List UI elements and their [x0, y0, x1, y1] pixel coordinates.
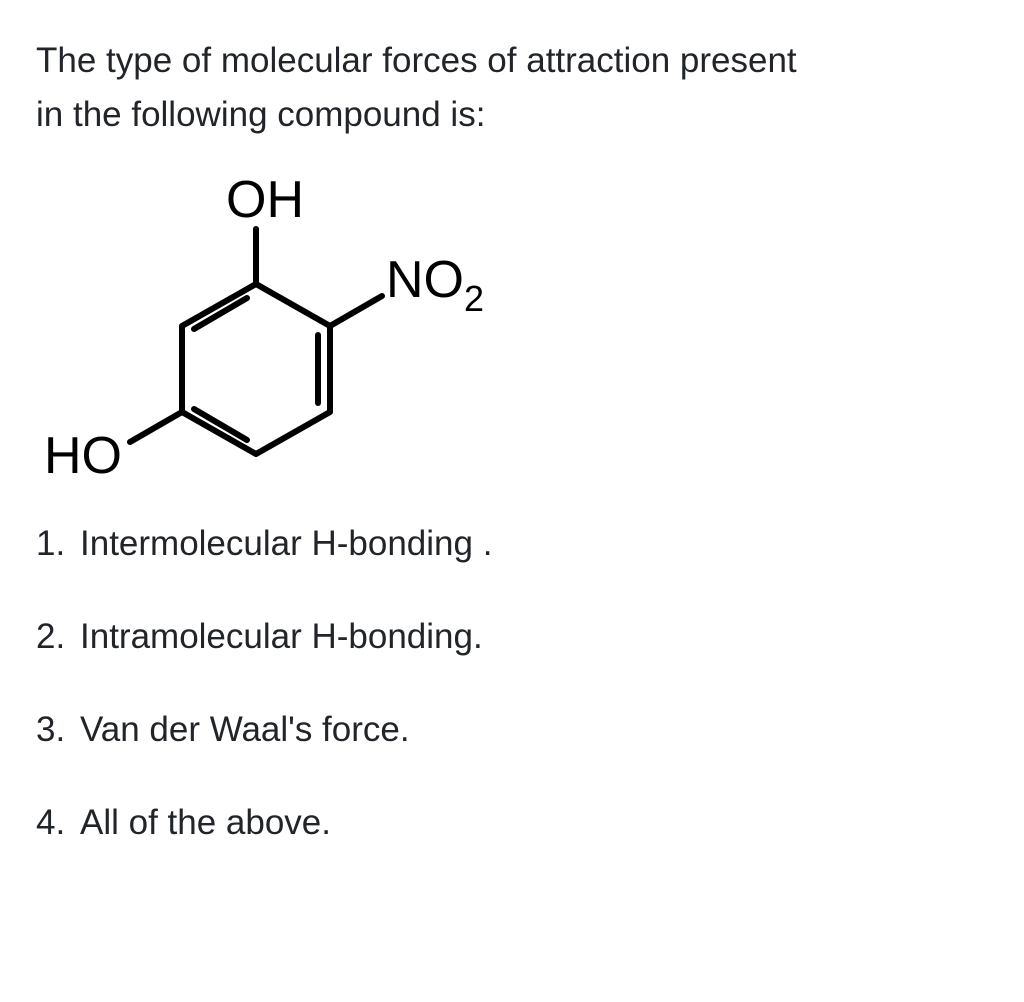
option-text: Intermolecular H-bonding . — [80, 519, 492, 568]
option-2[interactable]: 2. Intramolecular H-bonding. — [36, 612, 988, 661]
bond-ho — [130, 412, 182, 442]
structure-svg: OH NO2 HO — [36, 169, 536, 499]
option-number: 2. — [36, 612, 80, 661]
option-text: Intramolecular H-bonding. — [80, 612, 483, 661]
option-1[interactable]: 1. Intermolecular H-bonding . — [36, 519, 988, 568]
option-number: 1. — [36, 519, 80, 568]
option-text: All of the above. — [80, 798, 331, 847]
question-line1: The type of molecular forces of attracti… — [36, 41, 797, 80]
label-oh: OH — [226, 171, 304, 229]
label-no2: NO2 — [386, 251, 484, 319]
benzene-ring — [182, 284, 330, 454]
option-number: 3. — [36, 705, 80, 754]
page: The type of molecular forces of attracti… — [0, 0, 1024, 847]
options-list: 1. Intermolecular H-bonding . 2. Intramo… — [36, 519, 988, 847]
question-line2: in the following compound is: — [36, 95, 485, 134]
option-4[interactable]: 4. All of the above. — [36, 798, 988, 847]
label-no2-text: NO — [386, 251, 464, 309]
bond-no2 — [330, 296, 382, 326]
label-no2-sub: 2 — [464, 278, 484, 319]
chemical-structure: OH NO2 HO — [36, 169, 536, 499]
option-3[interactable]: 3. Van der Waal's force. — [36, 705, 988, 754]
option-number: 4. — [36, 798, 80, 847]
option-text: Van der Waal's force. — [80, 705, 410, 754]
question-text: The type of molecular forces of attracti… — [36, 34, 988, 143]
label-ho: HO — [44, 427, 122, 485]
